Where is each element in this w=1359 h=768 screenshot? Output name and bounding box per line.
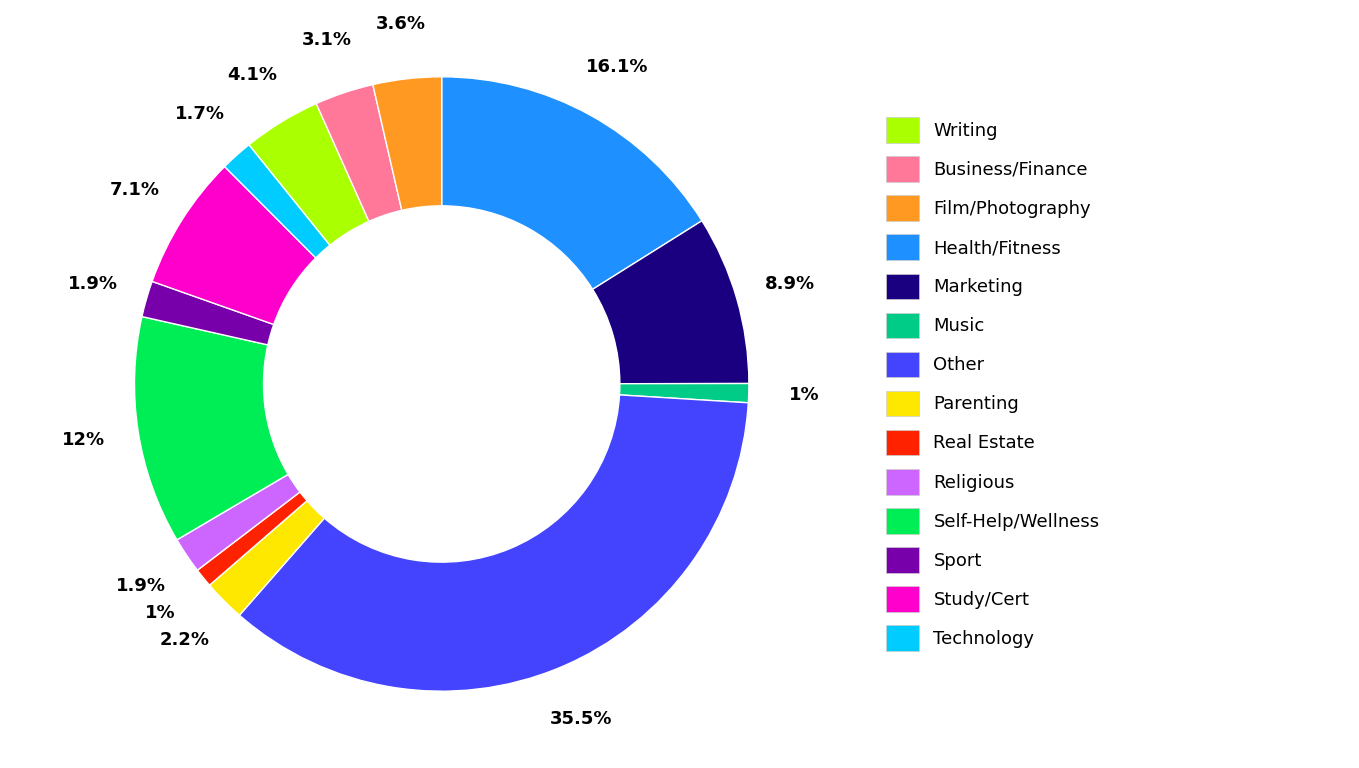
Text: 8.9%: 8.9%: [765, 274, 815, 293]
Wedge shape: [593, 220, 749, 384]
Text: 2.2%: 2.2%: [160, 631, 209, 649]
Text: 12%: 12%: [63, 431, 105, 449]
Wedge shape: [197, 492, 307, 585]
Wedge shape: [135, 316, 288, 540]
Wedge shape: [249, 104, 368, 245]
Wedge shape: [152, 167, 315, 325]
Text: 16.1%: 16.1%: [586, 58, 648, 76]
Text: 7.1%: 7.1%: [110, 181, 160, 200]
Wedge shape: [209, 501, 325, 615]
Text: 35.5%: 35.5%: [550, 710, 613, 727]
Text: 3.1%: 3.1%: [302, 31, 352, 49]
Wedge shape: [141, 281, 273, 345]
Wedge shape: [620, 383, 749, 402]
Text: 1%: 1%: [788, 386, 819, 404]
Wedge shape: [224, 144, 330, 258]
Wedge shape: [372, 77, 442, 210]
Text: 1.7%: 1.7%: [174, 105, 224, 123]
Wedge shape: [442, 77, 701, 290]
Wedge shape: [317, 84, 402, 221]
Legend: Writing, Business/Finance, Film/Photography, Health/Fitness, Marketing, Music, O: Writing, Business/Finance, Film/Photogra…: [878, 108, 1109, 660]
Wedge shape: [239, 395, 749, 691]
Text: 4.1%: 4.1%: [227, 66, 277, 84]
Text: 1.9%: 1.9%: [116, 578, 166, 595]
Text: 3.6%: 3.6%: [376, 15, 425, 33]
Text: 1%: 1%: [145, 604, 175, 621]
Wedge shape: [177, 475, 300, 570]
Text: 1.9%: 1.9%: [68, 274, 118, 293]
